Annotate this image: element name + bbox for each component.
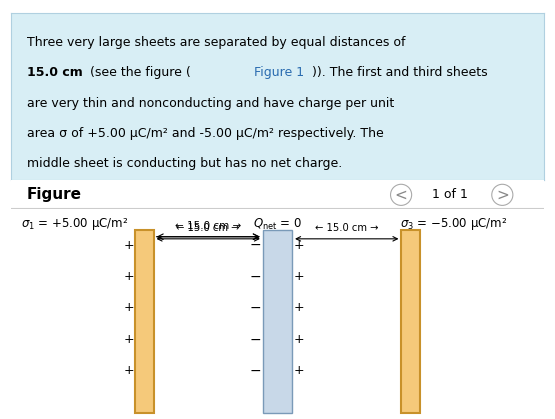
Text: Figure: Figure [27,187,82,202]
FancyBboxPatch shape [401,230,420,413]
Text: Three very large sheets are separated by equal distances of: Three very large sheets are separated by… [27,36,406,49]
Text: −: − [249,332,261,347]
Text: 1 of 1: 1 of 1 [432,188,468,202]
Text: ← 15.0 cm →: ← 15.0 cm → [315,222,379,233]
Text: Figure 1: Figure 1 [254,66,304,80]
Text: area σ of +5.00 μC/m² and -5.00 μC/m² respectively. The: area σ of +5.00 μC/m² and -5.00 μC/m² re… [27,127,384,140]
Text: +: + [293,333,304,346]
Text: middle sheet is conducting but has no net charge.: middle sheet is conducting but has no ne… [27,157,342,170]
Text: $Q_{\mathrm{net}}$ = 0: $Q_{\mathrm{net}}$ = 0 [253,217,302,232]
Text: +: + [123,333,134,346]
Text: ← 15.0 cm →: ← 15.0 cm → [175,222,241,231]
Text: +: + [123,364,134,378]
Text: ← 15.0 cm →: ← 15.0 cm → [176,222,240,233]
Text: −: − [249,269,261,284]
Text: +: + [293,270,304,283]
Text: +: + [293,238,304,252]
Text: >: > [496,187,509,202]
FancyBboxPatch shape [135,230,154,413]
Text: −: − [249,238,261,252]
Text: +: + [293,301,304,315]
Text: +: + [123,270,134,283]
FancyBboxPatch shape [263,230,292,413]
Text: <: < [395,187,407,202]
Text: +: + [293,364,304,378]
Text: 15.0 cm: 15.0 cm [27,66,83,80]
Text: −: − [249,364,261,378]
Text: +: + [123,238,134,252]
Text: $\sigma_1$ = +5.00 μC/m²: $\sigma_1$ = +5.00 μC/m² [22,216,129,232]
Text: $\sigma_3$ = −5.00 μC/m²: $\sigma_3$ = −5.00 μC/m² [400,216,507,232]
Text: −: − [249,301,261,315]
Text: (see the figure (: (see the figure ( [85,66,190,80]
Text: +: + [123,301,134,315]
Text: are very thin and nonconducting and have charge per unit: are very thin and nonconducting and have… [27,96,395,110]
Text: )). The first and third sheets: )). The first and third sheets [312,66,488,80]
